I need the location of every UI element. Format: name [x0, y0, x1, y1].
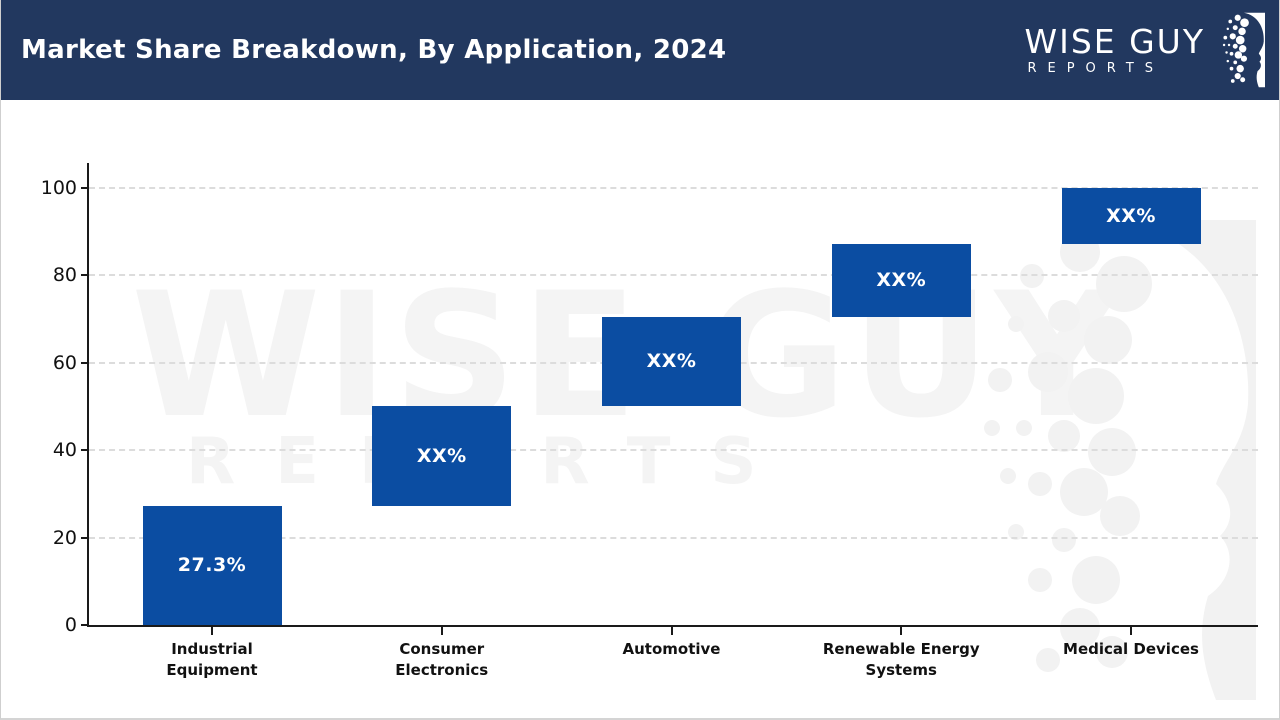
x-tick-mark [1130, 627, 1132, 635]
bar-value-label: XX% [646, 350, 697, 373]
x-axis-spine [87, 625, 1258, 627]
bar-value-label: XX% [416, 444, 467, 467]
x-tick-mark [211, 627, 213, 635]
bar-value-label: 27.3% [177, 554, 247, 577]
brand-name: WISE GUY [1024, 22, 1205, 61]
x-tick-label: Medical Devices [1063, 640, 1199, 658]
y-tick-label: 20 [52, 526, 77, 549]
x-tick-label: Renewable Energy Systems [822, 640, 980, 679]
bar-1: 27.3% [142, 505, 282, 625]
y-tick-label: 40 [52, 439, 77, 461]
x-tick-mark [670, 627, 673, 635]
header: Market Share Breakdown, By Application, … [1, 0, 1279, 100]
y-tick-label: 80 [52, 264, 77, 286]
y-tick-mark [81, 449, 89, 451]
y-tick-label: 0 [64, 614, 77, 636]
y-tick-mark [81, 361, 89, 364]
x-tick-mark [440, 627, 443, 635]
brand-subtitle: REPORTS [1027, 61, 1165, 76]
x-tick-label: Industrial Equipment [166, 640, 258, 679]
gridline-40 [89, 449, 1258, 451]
y-tick-label: 100 [40, 176, 77, 199]
gridline-20 [89, 536, 1258, 539]
bar-value-label: XX% [876, 269, 927, 292]
brand-logo-text: WISE GUY REPORTS [1024, 25, 1205, 75]
gridline-100 [89, 186, 1258, 189]
y-tick-mark [81, 624, 89, 626]
y-tick-mark [81, 274, 89, 276]
x-tick-label: Automotive [622, 640, 721, 658]
bar-4: XX% [831, 244, 971, 317]
y-tick-label: 60 [52, 351, 77, 374]
y-axis-spine [87, 163, 89, 627]
bar-5: XX% [1061, 187, 1201, 245]
page-title: Market Share Breakdown, By Application, … [21, 35, 727, 65]
x-tick-mark [900, 627, 903, 635]
bar-2: XX% [372, 406, 512, 506]
gridline-80 [89, 274, 1258, 276]
bar-value-label: XX% [1106, 204, 1156, 227]
brand-logo: WISE GUY REPORTS [1024, 0, 1265, 100]
bar-3: XX% [602, 316, 741, 407]
y-tick-mark [81, 536, 89, 539]
x-tick-label: Consumer Electronics [395, 640, 489, 679]
y-tick-mark [81, 186, 89, 189]
